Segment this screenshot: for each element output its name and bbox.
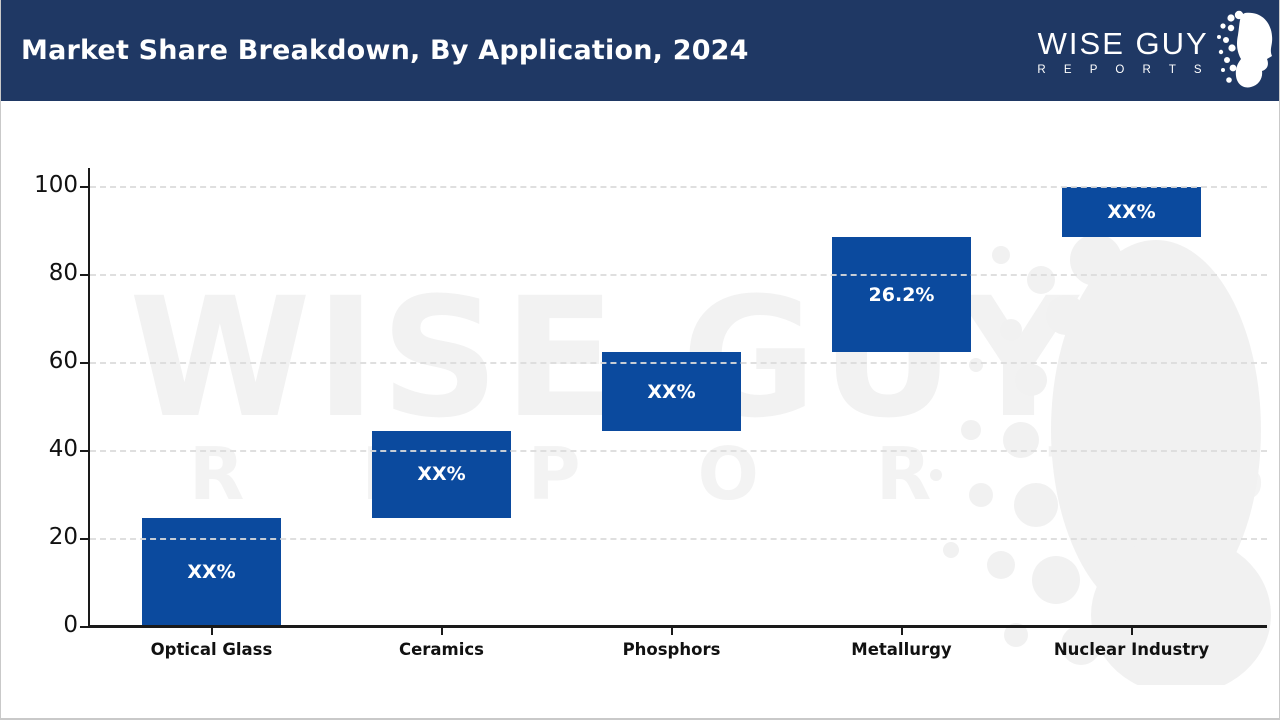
x-tick-2	[670, 628, 673, 635]
x-axis-line	[88, 625, 1267, 628]
bar-ceramics: XX%	[372, 430, 511, 518]
y-tick-label-100: 100	[34, 172, 78, 198]
bar-phosphors: XX%	[602, 352, 741, 431]
bar-optical-glass: XX%	[142, 517, 281, 627]
x-tick-label-0: Optical Glass	[150, 640, 273, 659]
gridline-40	[90, 450, 1267, 452]
bar-value-label: XX%	[647, 380, 696, 403]
y-tick-0	[80, 626, 88, 628]
gridline-20	[90, 538, 1267, 540]
bar-metallurgy: 26.2%	[832, 237, 971, 353]
logo-subtitle: R E P O R T S	[1037, 64, 1209, 76]
x-tick-label-2: Phosphors	[622, 640, 721, 659]
logo-wordmark: WISE GUY	[1037, 26, 1209, 61]
y-tick-label-0: 0	[63, 612, 78, 638]
y-tick-20	[80, 538, 88, 540]
y-tick-80	[80, 274, 88, 276]
chart-title: Market Share Breakdown, By Application, …	[21, 35, 749, 66]
x-tick-3	[900, 628, 903, 635]
x-tick-label-4: Nuclear Industry	[1053, 640, 1210, 659]
gridline-60	[90, 362, 1267, 364]
logo-text: WISE GUY R E P O R T S	[1037, 26, 1209, 76]
x-tick-label-1: Ceramics	[398, 640, 485, 659]
wise-guy-reports-logo: WISE GUY R E P O R T S	[1025, 8, 1275, 94]
bar-nuclear-industry: XX%	[1062, 187, 1201, 238]
bar-value-label: 26.2%	[868, 283, 935, 306]
y-tick-40	[80, 450, 88, 452]
y-tick-label-20: 20	[48, 524, 78, 550]
gridline-100	[90, 186, 1267, 188]
header-bar: Market Share Breakdown, By Application, …	[1, 0, 1279, 101]
x-tick-4	[1130, 628, 1133, 635]
x-tick-0	[210, 628, 213, 635]
y-tick-label-60: 60	[48, 348, 78, 374]
gridline-80	[90, 274, 1267, 276]
y-tick-label-40: 40	[48, 436, 78, 462]
bar-value-label: XX%	[187, 561, 236, 584]
y-tick-60	[80, 362, 88, 364]
head-profile-dots-icon	[1217, 10, 1273, 88]
x-tick-label-3: Metallurgy	[851, 640, 952, 659]
y-tick-100	[80, 186, 88, 188]
bar-value-label: XX%	[417, 463, 466, 486]
x-tick-1	[440, 628, 443, 635]
y-axis-spine	[88, 168, 90, 627]
bar-value-label: XX%	[1107, 201, 1156, 224]
y-tick-label-80: 80	[48, 260, 78, 286]
